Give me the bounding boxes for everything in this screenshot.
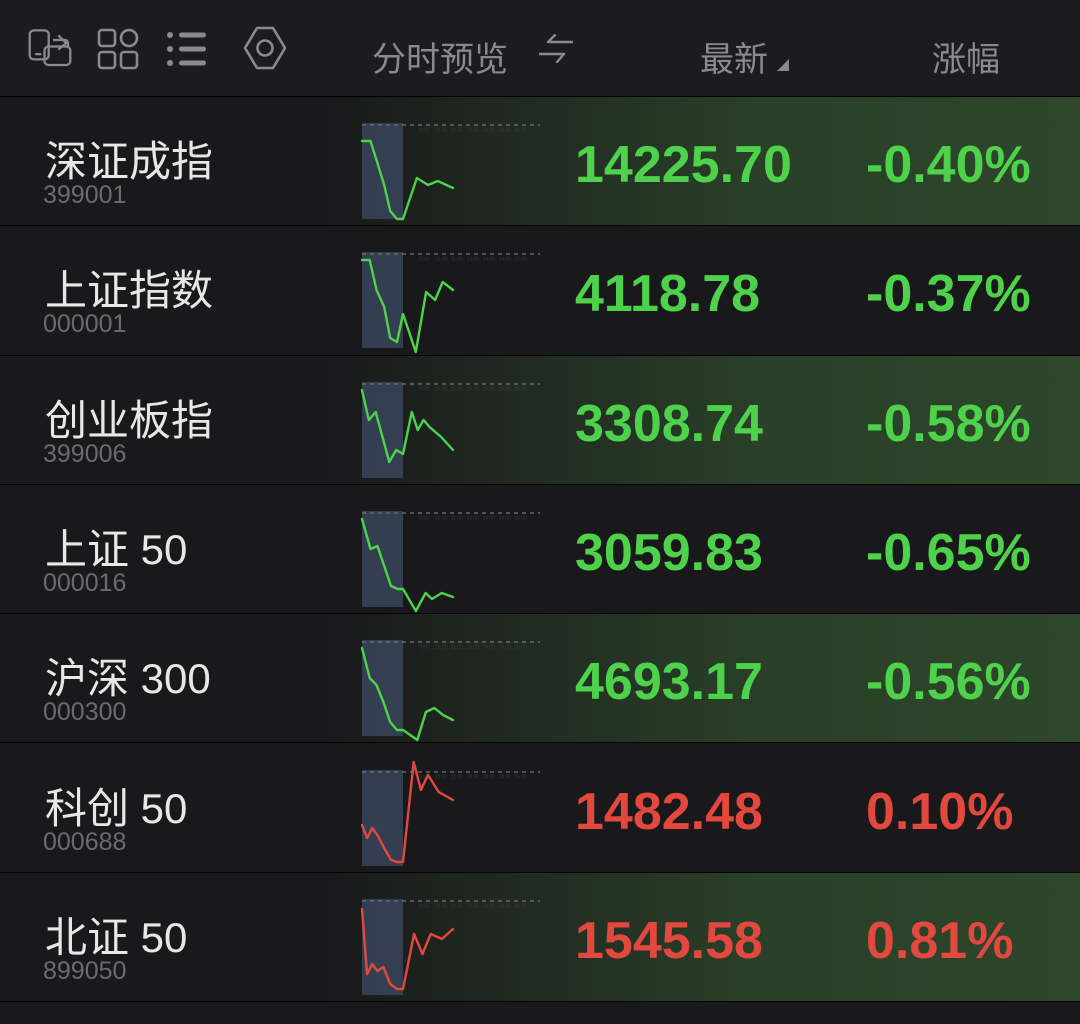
svg-text:9:30: 9:30 — [419, 515, 429, 521]
svg-text:11:30: 11:30 — [451, 903, 463, 909]
svg-text:14:00: 14:00 — [483, 127, 496, 133]
svg-text:9:30: 9:30 — [419, 257, 429, 263]
svg-text:13:30: 13:30 — [467, 774, 480, 780]
svg-text:15:00: 15:00 — [514, 774, 527, 780]
svg-text:9:30: 9:30 — [419, 386, 429, 392]
svg-text:13:30: 13:30 — [467, 127, 480, 133]
svg-text:9:30: 9:30 — [419, 127, 429, 133]
svg-text:15:00: 15:00 — [514, 903, 527, 909]
svg-text:13:30: 13:30 — [467, 903, 480, 909]
svg-text:14:30: 14:30 — [499, 257, 512, 263]
svg-text:11:30: 11:30 — [451, 644, 463, 650]
svg-text:14:00: 14:00 — [483, 257, 496, 263]
svg-text:10:30: 10:30 — [435, 644, 448, 650]
svg-text:14:00: 14:00 — [483, 515, 496, 521]
svg-text:11:30: 11:30 — [451, 257, 463, 263]
svg-text:13:30: 13:30 — [467, 257, 480, 263]
svg-text:11:30: 11:30 — [451, 386, 463, 392]
svg-text:15:00: 15:00 — [514, 644, 527, 650]
svg-text:13:30: 13:30 — [467, 515, 480, 521]
svg-text:11:30: 11:30 — [451, 774, 463, 780]
svg-text:10:30: 10:30 — [435, 903, 448, 909]
svg-text:10:30: 10:30 — [435, 515, 448, 521]
svg-text:13:30: 13:30 — [467, 386, 480, 392]
svg-text:10:30: 10:30 — [435, 127, 448, 133]
svg-text:11:30: 11:30 — [451, 515, 463, 521]
svg-text:15:00: 15:00 — [514, 515, 527, 521]
svg-text:10:30: 10:30 — [435, 386, 448, 392]
svg-text:15:00: 15:00 — [514, 386, 527, 392]
svg-text:14:30: 14:30 — [499, 386, 512, 392]
svg-text:11:30: 11:30 — [451, 127, 463, 133]
svg-text:9:30: 9:30 — [419, 644, 429, 650]
svg-text:10:30: 10:30 — [435, 257, 448, 263]
svg-text:15:00: 15:00 — [514, 257, 527, 263]
svg-text:14:30: 14:30 — [499, 903, 512, 909]
svg-text:10:30: 10:30 — [435, 774, 448, 780]
svg-text:14:30: 14:30 — [499, 644, 512, 650]
svg-text:13:30: 13:30 — [467, 644, 480, 650]
svg-text:14:00: 14:00 — [483, 903, 496, 909]
svg-text:14:30: 14:30 — [499, 515, 512, 521]
svg-text:14:30: 14:30 — [499, 774, 512, 780]
svg-text:9:30: 9:30 — [419, 903, 429, 909]
svg-text:14:00: 14:00 — [483, 644, 496, 650]
svg-text:15:00: 15:00 — [514, 127, 527, 133]
svg-text:14:30: 14:30 — [499, 127, 512, 133]
svg-text:14:00: 14:00 — [483, 386, 496, 392]
svg-text:14:00: 14:00 — [483, 774, 496, 780]
